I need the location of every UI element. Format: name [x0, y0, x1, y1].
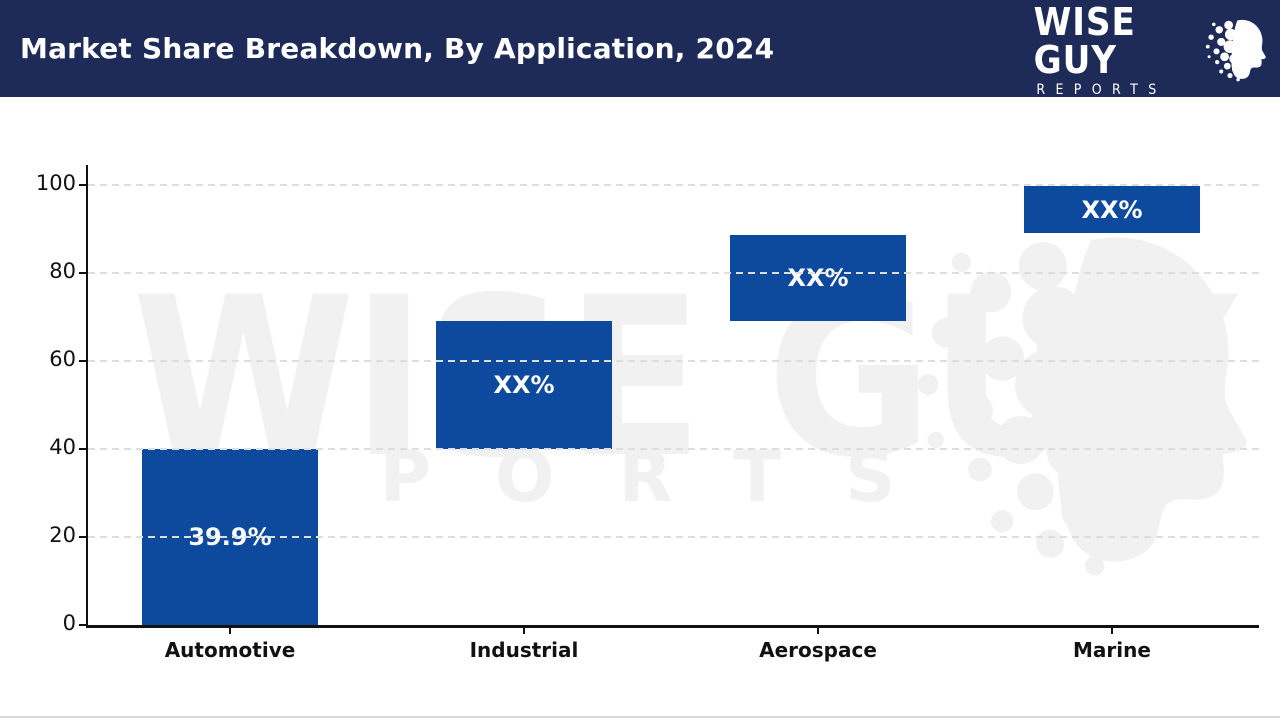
- logo-text: WISE GUY REPORTS: [1034, 3, 1193, 98]
- logo-subtitle: REPORTS: [1036, 81, 1167, 98]
- y-tick-label-60: 60: [49, 347, 76, 371]
- x-axis-line: [85, 625, 1259, 628]
- y-tick-label-80: 80: [49, 259, 76, 283]
- x-axis-label-marine: Marine: [1073, 638, 1151, 662]
- page-title: Market Share Breakdown, By Application, …: [20, 32, 775, 65]
- gridline-y60: [88, 360, 1259, 362]
- gridline-y80: [88, 272, 1259, 274]
- y-tick-mark: [79, 447, 88, 451]
- gridline-y40: [88, 448, 1259, 450]
- gridline-y20: [88, 536, 1259, 538]
- x-tick-mark: [228, 626, 232, 634]
- bar-value-label: XX%: [493, 371, 555, 400]
- y-tick-label-20: 20: [49, 523, 76, 547]
- x-axis-label-industrial: Industrial: [469, 638, 579, 662]
- logo-wordmark: WISE GUY: [1033, 0, 1136, 82]
- chart-bar-marine: XX%: [1024, 186, 1200, 234]
- bar-value-label: XX%: [1081, 195, 1143, 224]
- x-tick-mark: [1110, 626, 1114, 634]
- y-axis-line: [85, 165, 88, 628]
- x-tick-mark: [816, 626, 820, 634]
- logo-face-icon: [1205, 19, 1266, 82]
- y-tick-label-40: 40: [49, 435, 76, 459]
- chart-bar-industrial: XX%: [436, 321, 612, 450]
- bar-value-label: XX%: [787, 264, 849, 293]
- header-bar: Market Share Breakdown, By Application, …: [0, 0, 1280, 98]
- y-tick-label-100: 100: [35, 171, 76, 195]
- chart-bar-aerospace: XX%: [730, 234, 906, 322]
- x-axis-label-automotive: Automotive: [164, 638, 296, 662]
- x-axis-label-aerospace: Aerospace: [759, 638, 877, 662]
- bottom-border: [0, 716, 1280, 718]
- y-tick-mark: [79, 535, 88, 539]
- y-tick-mark: [79, 359, 88, 363]
- x-tick-mark: [522, 626, 526, 634]
- y-tick-mark: [79, 623, 88, 627]
- y-tick-label-0: 0: [62, 611, 76, 635]
- y-tick-mark: [79, 183, 88, 187]
- y-tick-mark: [79, 271, 88, 275]
- wise-guy-logo: WISE GUY REPORTS: [1016, 3, 1266, 98]
- gridline-y100: [88, 184, 1259, 186]
